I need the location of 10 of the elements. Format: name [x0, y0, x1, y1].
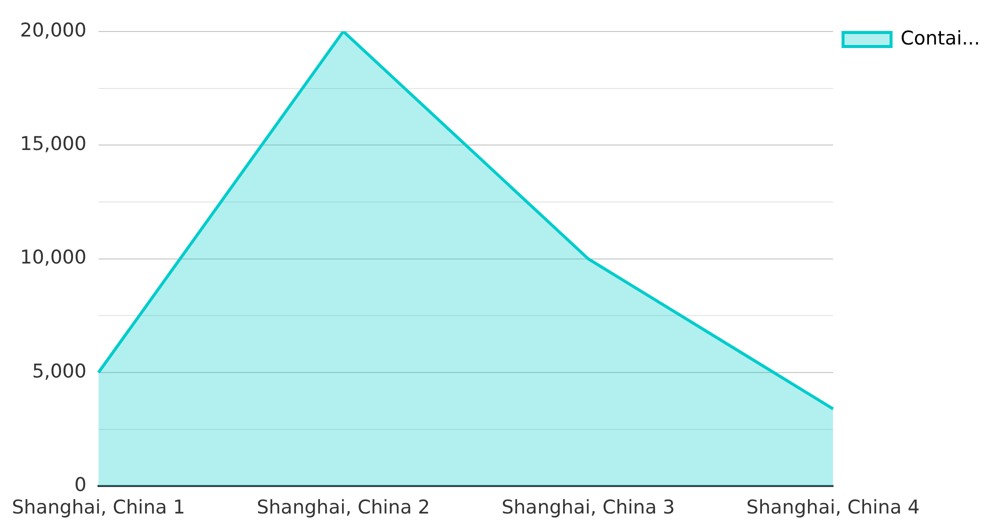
- y-tick-label: 0: [74, 474, 86, 496]
- y-tick-label: 5,000: [32, 360, 86, 382]
- y-tick-label: 15,000: [20, 133, 86, 156]
- y-tick-label: 20,000: [20, 19, 86, 42]
- x-tick-label: Shanghai, China 4: [746, 496, 920, 519]
- y-tick-label: 10,000: [20, 246, 86, 269]
- x-tick-label: Shanghai, China 2: [256, 496, 430, 519]
- x-tick-label: Shanghai, China 3: [502, 496, 675, 519]
- x-tick-label: Shanghai, China 1: [12, 496, 186, 519]
- legend-label: Contai...: [900, 27, 980, 50]
